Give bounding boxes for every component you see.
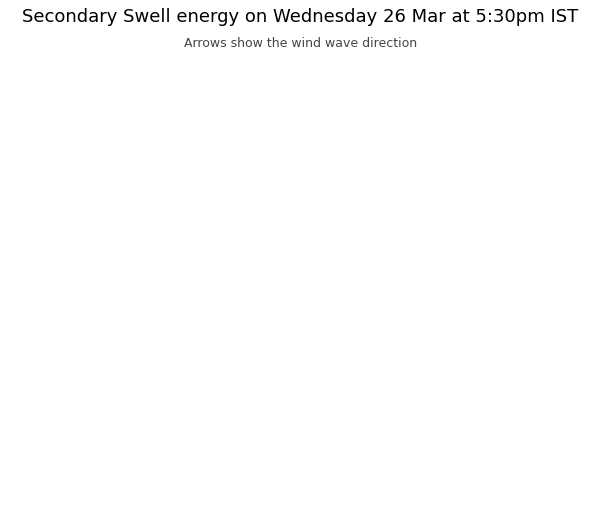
- Text: Secondary Swell energy on Wednesday 26 Mar at 5:30pm IST: Secondary Swell energy on Wednesday 26 M…: [22, 8, 579, 26]
- Text: Arrows show the wind wave direction: Arrows show the wind wave direction: [184, 37, 417, 50]
- Text: Requires cartopy: Requires cartopy: [242, 276, 359, 291]
